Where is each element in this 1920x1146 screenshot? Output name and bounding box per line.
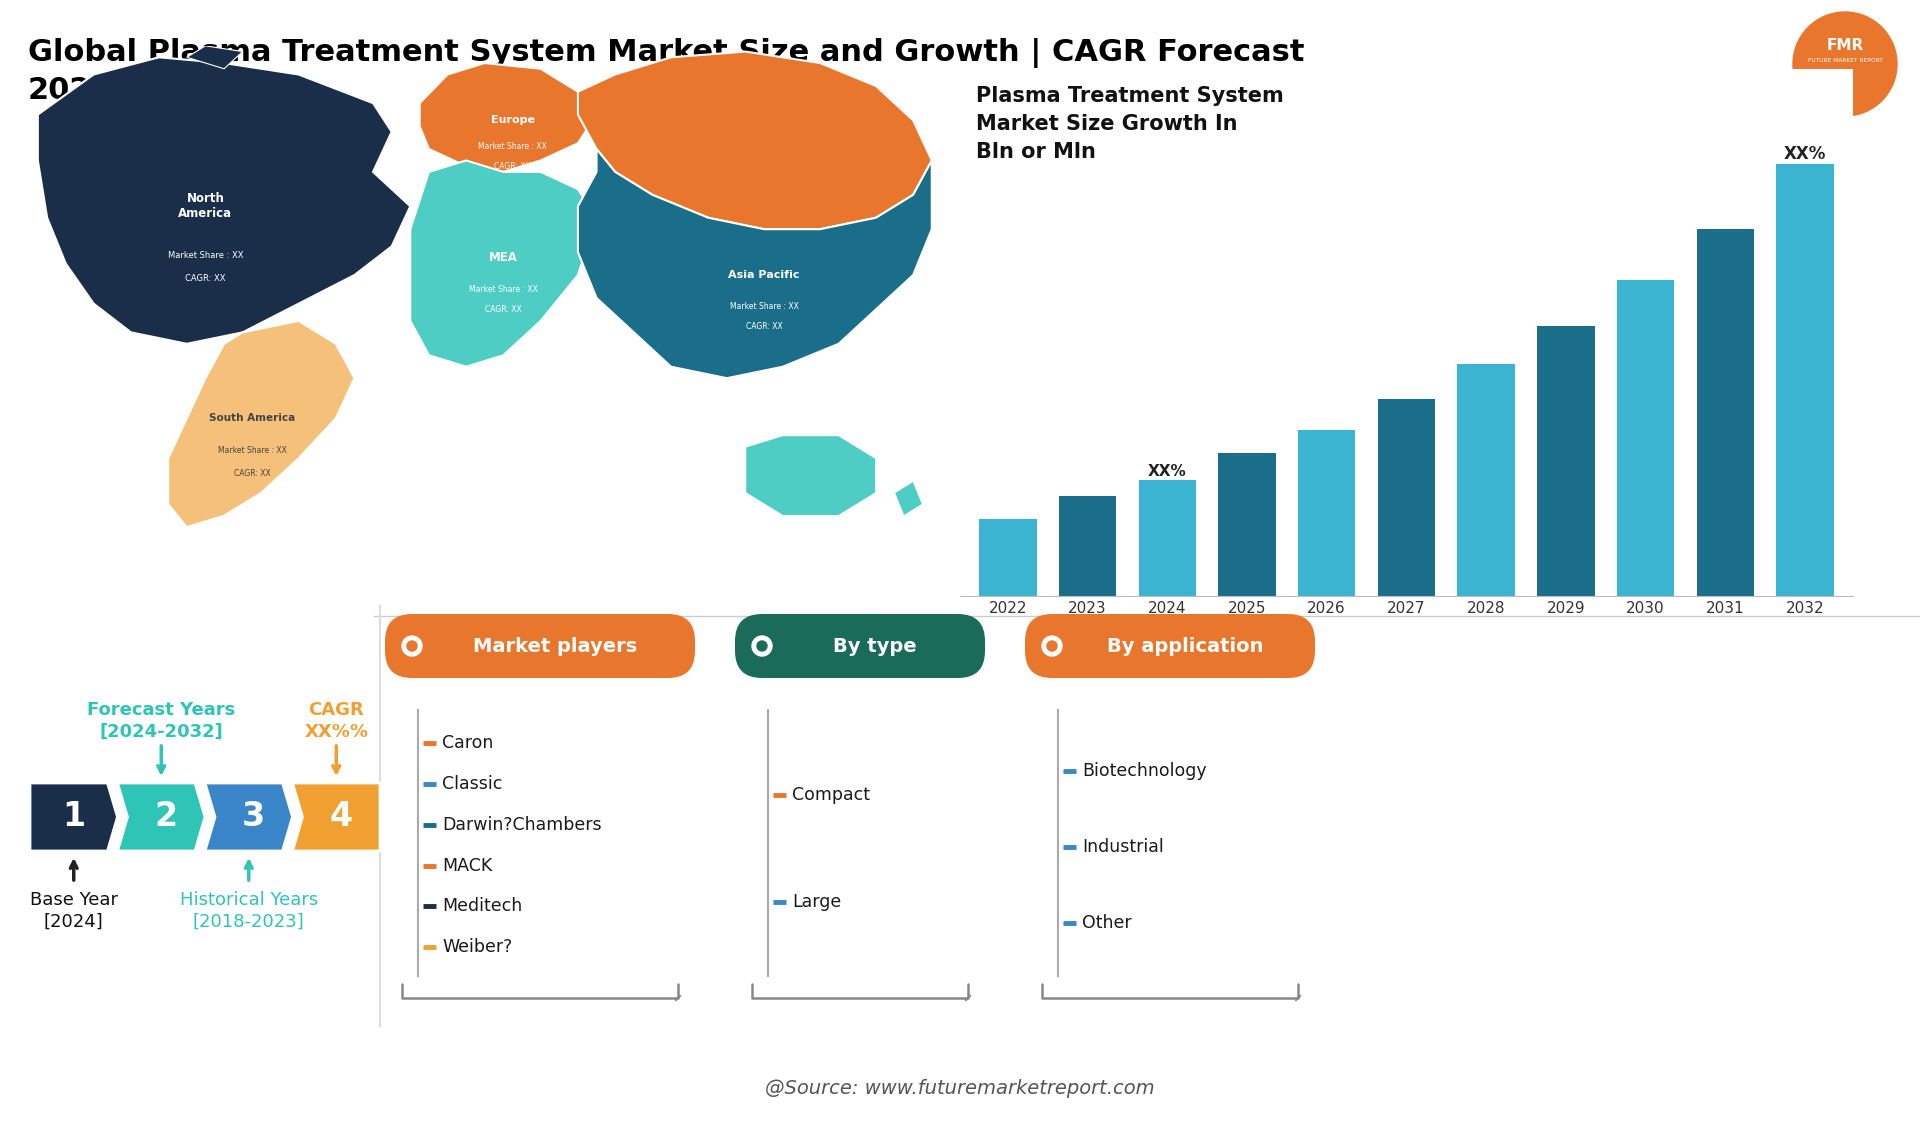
Text: @Source: www.futuremarketreport.com: @Source: www.futuremarketreport.com <box>766 1078 1154 1098</box>
Polygon shape <box>578 149 931 378</box>
Text: XX%: XX% <box>1784 146 1826 163</box>
FancyBboxPatch shape <box>735 614 985 678</box>
Text: 2: 2 <box>156 801 179 833</box>
Bar <box>1058 495 1116 596</box>
Text: Other: Other <box>1083 913 1131 932</box>
Text: Asia Pacific: Asia Pacific <box>728 270 801 280</box>
Text: Darwin?Chambers: Darwin?Chambers <box>442 816 601 833</box>
Text: Industrial: Industrial <box>1083 838 1164 856</box>
Text: CAGR: XX: CAGR: XX <box>234 469 271 478</box>
Text: North
America: North America <box>179 193 232 220</box>
Text: Market Share : XX: Market Share : XX <box>217 446 286 455</box>
Text: FMR: FMR <box>1826 39 1864 54</box>
Polygon shape <box>38 57 411 344</box>
Text: MEA: MEA <box>490 251 518 265</box>
Polygon shape <box>411 160 597 367</box>
Text: CAGR: XX: CAGR: XX <box>486 305 522 314</box>
Bar <box>1139 480 1196 596</box>
Circle shape <box>756 641 766 651</box>
Text: CAGR: XX: CAGR: XX <box>493 162 532 171</box>
Polygon shape <box>420 63 597 172</box>
Text: Large: Large <box>791 893 841 911</box>
Polygon shape <box>117 783 205 851</box>
Text: By application: By application <box>1106 636 1263 656</box>
Bar <box>1219 453 1275 596</box>
Text: Biotechnology: Biotechnology <box>1083 762 1206 779</box>
Text: Compact: Compact <box>791 786 870 804</box>
Text: By type: By type <box>833 636 918 656</box>
Text: Europe: Europe <box>492 116 536 125</box>
Bar <box>1298 430 1356 596</box>
Text: CAGR
XX%%: CAGR XX%% <box>303 701 369 741</box>
Circle shape <box>1043 636 1062 656</box>
Text: 4: 4 <box>330 801 353 833</box>
Text: Market Share : XX: Market Share : XX <box>167 251 244 260</box>
Text: MACK: MACK <box>442 856 492 874</box>
Text: Historical Years
[2018-2023]: Historical Years [2018-2023] <box>180 890 319 932</box>
Text: CAGR: XX: CAGR: XX <box>745 322 783 331</box>
Text: Market Share : XX: Market Share : XX <box>468 285 538 295</box>
Text: Plasma Treatment System
Market Size Growth In
Bln or Mln: Plasma Treatment System Market Size Grow… <box>975 86 1284 162</box>
Text: Forecast Years
[2024-2032]: Forecast Years [2024-2032] <box>86 701 236 741</box>
Bar <box>1617 280 1674 596</box>
Circle shape <box>1046 641 1058 651</box>
Text: South America: South America <box>209 414 296 423</box>
Polygon shape <box>292 783 380 851</box>
Text: Market Share : XX: Market Share : XX <box>730 303 799 312</box>
Text: FUTURE MARKET REPORT: FUTURE MARKET REPORT <box>1807 57 1882 63</box>
Polygon shape <box>169 321 355 527</box>
Text: Market Share : XX: Market Share : XX <box>478 142 547 151</box>
Text: Market players: Market players <box>472 636 637 656</box>
Text: CAGR: XX: CAGR: XX <box>184 274 227 283</box>
Text: Global Plasma Treatment System Market Size and Growth | CAGR Forecast
2024-2032: Global Plasma Treatment System Market Si… <box>29 38 1304 105</box>
Bar <box>1379 399 1434 596</box>
Bar <box>1457 364 1515 596</box>
Text: Base Year
[2024]: Base Year [2024] <box>29 890 117 932</box>
Polygon shape <box>895 481 922 516</box>
Polygon shape <box>186 46 242 69</box>
Text: 1: 1 <box>61 801 84 833</box>
FancyBboxPatch shape <box>1025 614 1315 678</box>
Circle shape <box>401 636 422 656</box>
Bar <box>1697 229 1755 596</box>
Polygon shape <box>205 783 292 851</box>
Text: Caron: Caron <box>442 733 493 752</box>
Text: XX%: XX% <box>1148 463 1187 479</box>
Polygon shape <box>745 435 876 516</box>
Bar <box>1776 164 1834 596</box>
Polygon shape <box>31 783 117 851</box>
Circle shape <box>1793 11 1897 116</box>
Bar <box>979 519 1037 596</box>
Polygon shape <box>578 52 931 229</box>
Text: Classic: Classic <box>442 775 503 793</box>
Circle shape <box>753 636 772 656</box>
Text: 3: 3 <box>242 801 265 833</box>
Circle shape <box>1807 25 1884 103</box>
Text: Meditech: Meditech <box>442 897 522 916</box>
Circle shape <box>407 641 417 651</box>
Bar <box>1538 325 1594 596</box>
FancyBboxPatch shape <box>386 614 695 678</box>
Text: Weiber?: Weiber? <box>442 939 513 957</box>
